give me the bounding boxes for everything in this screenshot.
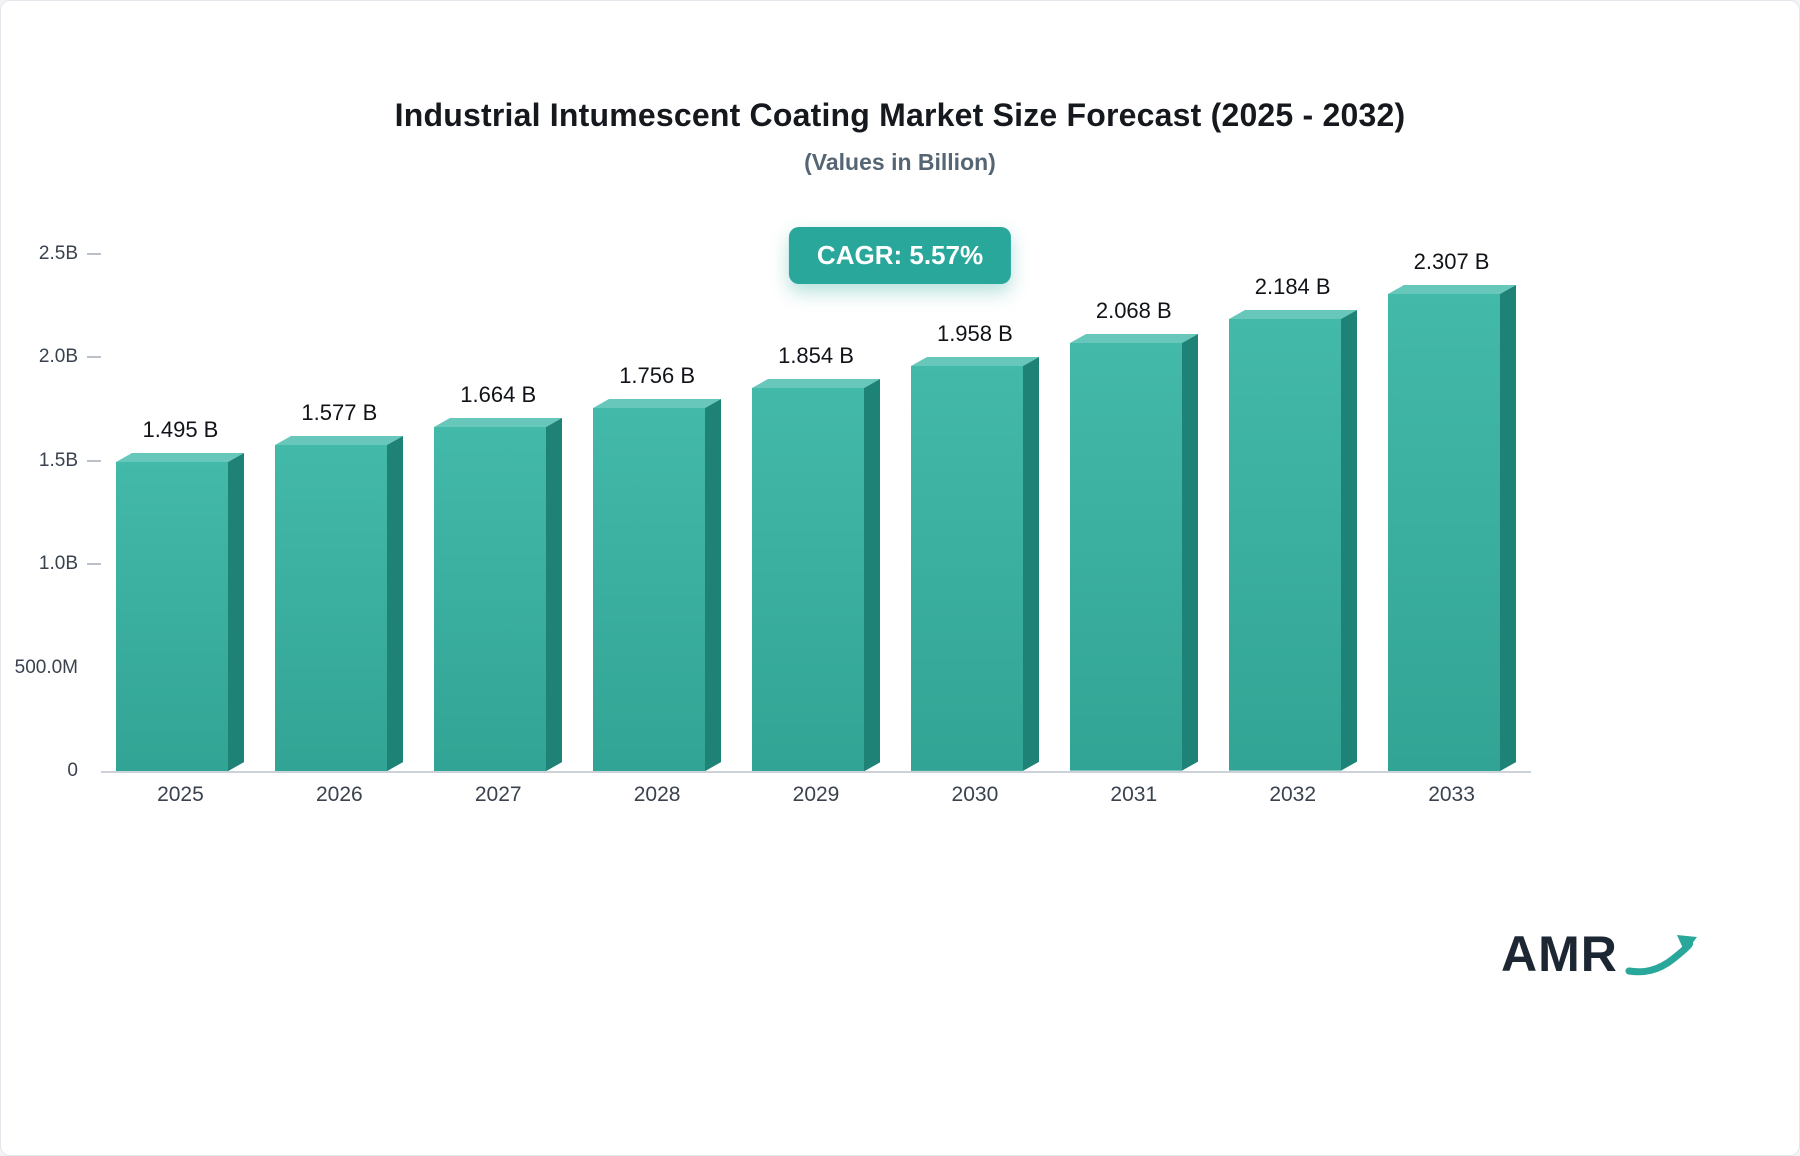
amr-logo-arrow-icon: [1625, 935, 1697, 976]
bar-top-face: [275, 435, 404, 445]
y-axis-tick-label: 1.0B: [38, 553, 78, 575]
bar-front-face: [275, 444, 388, 771]
x-axis-label: 2025: [157, 783, 204, 806]
bar-value-label: 1.664 B: [460, 381, 537, 407]
bar-front-face: [434, 426, 547, 771]
bar-top-face: [910, 357, 1039, 367]
bar-value-label: 1.756 B: [619, 362, 696, 388]
bar-top-face: [1387, 284, 1516, 294]
cagr-badge: CAGR: 5.57%: [788, 227, 1012, 284]
y-axis-tick: 1.0B: [39, 553, 101, 575]
bar: [1069, 334, 1198, 771]
bar-side-face: [387, 435, 404, 771]
bar-value-label: 2.184 B: [1254, 274, 1331, 300]
y-axis-tick-label: 2.5B: [38, 243, 78, 264]
y-axis-tick-label: 2.0B: [38, 346, 78, 368]
bar: [116, 452, 245, 771]
x-axis-label: 2030: [951, 783, 999, 806]
y-axis-tick-mark: [87, 253, 101, 255]
bar-front-face: [1069, 343, 1182, 771]
amr-logo: AMR: [1501, 925, 1697, 985]
amr-logo-text: AMR: [1501, 926, 1618, 982]
y-axis-tick-label: 500.0M: [14, 656, 78, 678]
bar-top-face: [593, 398, 722, 408]
bar-side-face: [863, 378, 880, 771]
chart-subtitle: (Values in Billion): [804, 149, 996, 175]
y-axis-tick-label: 0: [67, 760, 78, 781]
bar-top-face: [116, 452, 245, 462]
plot-area: 1.495 B 1.577 B 1.664 B 1.756 B 1.854 B 1.958…: [101, 249, 1531, 773]
y-axis: 2.5B 2.0B 1.5B 1.0B 500.0M 0: [1, 243, 101, 781]
bar-value-label: 1.577 B: [301, 399, 378, 425]
y-axis-tick: 500.0M: [15, 657, 101, 679]
bar-front-face: [593, 407, 706, 771]
bar-top-face: [434, 417, 563, 427]
bar-front-face: [752, 387, 864, 771]
bar-front-face: [116, 461, 229, 771]
bar-side-face: [1181, 334, 1198, 771]
bar: [275, 435, 404, 771]
bar-value-label: 1.958 B: [936, 321, 1013, 347]
bar-side-face: [705, 398, 722, 771]
bar-side-face: [1022, 357, 1039, 771]
bar-side-face: [228, 452, 245, 771]
y-axis-tick-mark: [87, 356, 101, 359]
bar-value-label: 1.854 B: [778, 342, 854, 368]
x-axis-label: 2028: [633, 783, 681, 806]
bar-front-face: [1228, 319, 1341, 771]
bar: [434, 417, 563, 771]
y-axis-tick: 1.5B: [39, 450, 101, 472]
y-axis-tick-label: 1.5B: [38, 449, 78, 471]
bar-side-face: [1499, 284, 1516, 771]
bar-top-face: [752, 378, 880, 388]
bar: [752, 378, 880, 771]
x-axis-label: 2029: [792, 783, 840, 806]
x-axis-label: 2032: [1269, 783, 1317, 806]
y-axis-tick-mark: [87, 459, 101, 462]
y-axis-tick: 2.0B: [39, 346, 101, 368]
bar-top-face: [1069, 334, 1198, 344]
y-axis-tick: 2.5B: [39, 243, 101, 265]
y-axis-tick-mark: [87, 563, 101, 566]
x-axis-label: 2031: [1110, 783, 1158, 806]
bar-side-face: [546, 417, 563, 771]
bar: [910, 357, 1039, 771]
bar-top-face: [1228, 310, 1357, 320]
bar-value-label: 1.495 B: [142, 416, 219, 442]
x-axis-label: 2026: [315, 783, 363, 806]
x-axis: 2025 2026 2027 2028 2029 2030 2031 2032 2033: [101, 783, 1531, 807]
x-axis-label: 2033: [1428, 783, 1475, 806]
y-axis-tick: 0: [67, 760, 101, 782]
bar-value-label: 2.307 B: [1413, 248, 1490, 274]
bar-value-label: 2.068 B: [1095, 298, 1172, 324]
bar: [593, 398, 722, 771]
bar: [1387, 284, 1516, 771]
chart-title: Industrial Intumescent Coating Market Si…: [394, 97, 1406, 133]
bar-side-face: [1340, 310, 1357, 771]
bar-front-face: [1387, 293, 1500, 771]
bar: [1228, 310, 1357, 771]
x-axis-label: 2027: [474, 783, 522, 806]
bar-front-face: [910, 366, 1023, 771]
